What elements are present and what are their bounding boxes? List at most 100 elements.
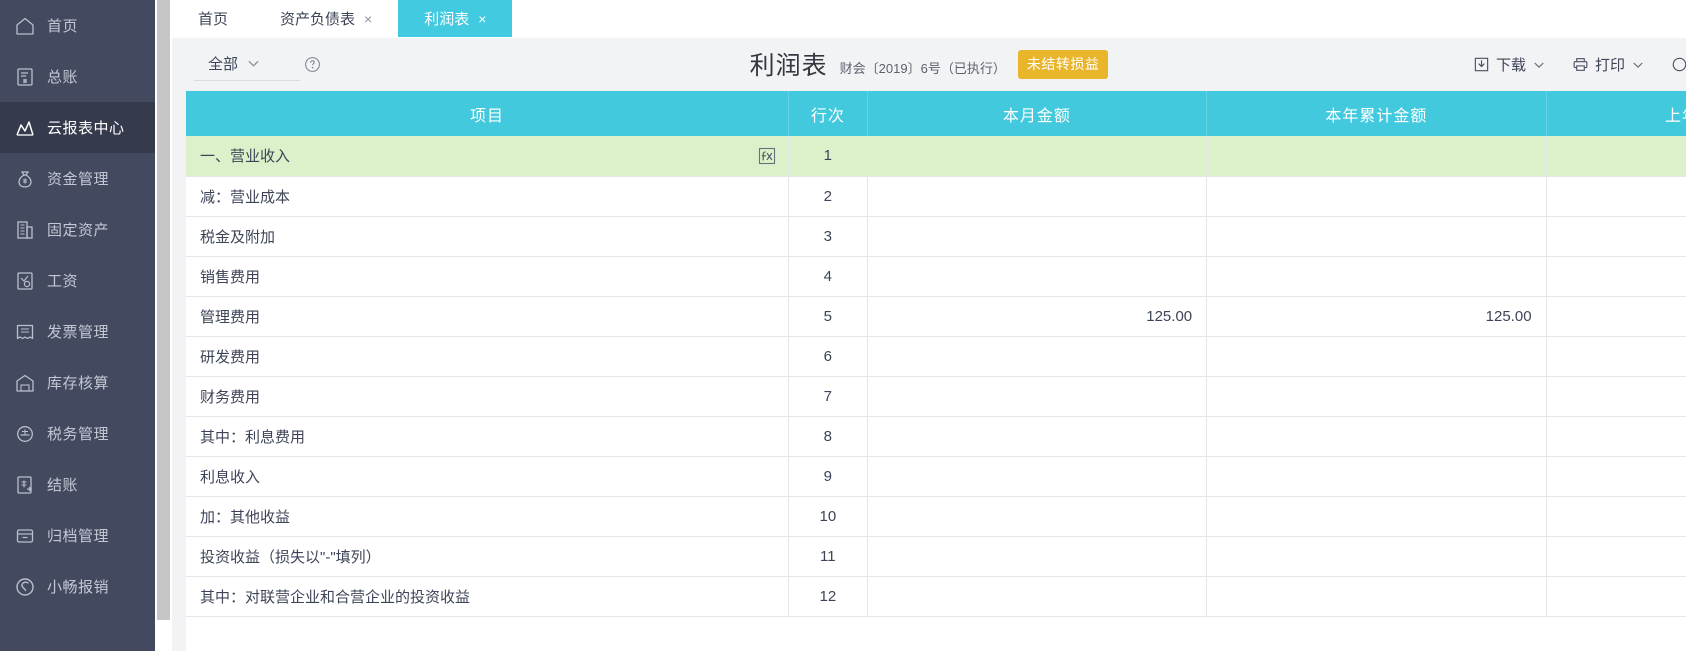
question-circle-icon[interactable] [304,56,321,73]
cell-prev-year-amount[interactable] [1546,216,1686,257]
cell-prev-year-amount[interactable] [1546,536,1686,577]
cell-year-amount[interactable] [1206,336,1547,377]
cell-item[interactable]: 加：其他收益 [186,496,789,537]
sidebar-item-4[interactable]: 固定资产 [0,204,155,255]
report-toolbar: 全部 利润表 财会〔2019〕6号（已 [172,38,1686,91]
tab-0[interactable]: 首页 [172,0,254,37]
cell-month-amount[interactable]: 125.00 [867,296,1208,337]
cell-item[interactable]: 税金及附加 [186,216,789,257]
table-row[interactable]: 研发费用 6 [186,336,1686,377]
cell-prev-year-amount[interactable] [1546,176,1686,217]
sidebar-item-9[interactable]: 结账 [0,459,155,510]
cell-prev-year-amount[interactable] [1546,416,1686,457]
cell-year-amount[interactable]: 125.00 [1206,296,1547,337]
table-row[interactable]: 其中：利息费用 8 [186,416,1686,457]
sidebar-item-label: 工资 [47,273,79,290]
settlement-icon [14,474,36,496]
table-row[interactable]: 管理费用 5 125.00 125.00 [186,296,1686,337]
table-row[interactable]: 财务费用 7 [186,376,1686,417]
formula-icon[interactable] [758,147,776,165]
cell-item[interactable]: 销售费用 [186,256,789,297]
cell-item[interactable]: 研发费用 [186,336,789,377]
status-badge: 未结转损益 [1017,50,1109,79]
print-button[interactable]: 打印 [1572,54,1645,75]
cell-prev-year-amount[interactable] [1546,496,1686,537]
cell-line-number: 4 [788,256,868,297]
cell-item[interactable]: 管理费用 [186,296,789,337]
cell-year-amount[interactable] [1206,216,1547,257]
cell-item[interactable]: 财务费用 [186,376,789,417]
table-row[interactable]: 其中：对联营企业和合营企业的投资收益 12 [186,576,1686,617]
item-label: 税金及附加 [200,228,276,246]
cell-item[interactable]: 利息收入 [186,456,789,497]
sidebar-item-1[interactable]: 总账 [0,51,155,102]
table-row[interactable]: 利息收入 9 [186,456,1686,497]
cell-year-amount[interactable] [1206,536,1547,577]
cell-year-amount[interactable] [1206,576,1547,617]
cell-month-amount[interactable] [867,336,1208,377]
scope-filter-dropdown[interactable]: 全部 [194,49,300,81]
cell-prev-year-amount[interactable] [1546,456,1686,497]
download-button[interactable]: 下载 [1473,54,1546,75]
cell-month-amount[interactable] [867,256,1208,297]
cell-month-amount[interactable] [867,376,1208,417]
cell-item[interactable]: 其中：对联营企业和合营企业的投资收益 [186,576,789,617]
sidebar-item-7[interactable]: 库存核算 [0,357,155,408]
table-row[interactable]: 一、营业收入 1 [186,136,1686,177]
tab-bar: 首页 资产负债表 × 利润表 × [172,0,1686,38]
cell-month-amount[interactable] [867,416,1208,457]
cell-year-amount[interactable] [1206,176,1547,217]
table-row[interactable]: 销售费用 4 [186,256,1686,297]
sidebar-item-8[interactable]: 税务管理 [0,408,155,459]
sidebar-item-3[interactable]: 资金管理 [0,153,155,204]
refresh-button[interactable] [1671,56,1686,73]
cell-prev-year-amount[interactable] [1546,256,1686,297]
sidebar-item-10[interactable]: 归档管理 [0,510,155,561]
cell-month-amount[interactable] [867,496,1208,537]
cell-line-number: 11 [788,536,868,577]
sidebar-item-6[interactable]: 发票管理 [0,306,155,357]
sidebar-item-label: 首页 [47,18,79,35]
cell-year-amount[interactable] [1206,256,1547,297]
cell-prev-year-amount[interactable] [1546,296,1686,337]
cell-year-amount[interactable] [1206,456,1547,497]
cell-year-amount[interactable] [1206,136,1547,177]
close-icon[interactable]: × [364,10,373,27]
sidebar-item-5[interactable]: 工资 [0,255,155,306]
cell-prev-year-amount[interactable] [1546,136,1686,177]
chevron-down-icon [1631,58,1645,72]
cell-item[interactable]: 减：营业成本 [186,176,789,217]
table-row[interactable]: 加：其他收益 10 [186,496,1686,537]
table-row[interactable]: 减：营业成本 2 [186,176,1686,217]
report-table-scroll[interactable]: 项目行次本月金额本年累计金额上年同期累计 一、营业收入1减：营业成本2税金及附加… [186,91,1686,651]
cell-month-amount[interactable] [867,576,1208,617]
invoice-icon [14,321,36,343]
cell-item[interactable]: 其中：利息费用 [186,416,789,457]
cell-month-amount[interactable] [867,136,1208,177]
chevron-down-icon [1532,58,1546,72]
cell-year-amount[interactable] [1206,376,1547,417]
cell-year-amount[interactable] [1206,496,1547,537]
tax-icon [14,423,36,445]
cell-item[interactable]: 一、营业收入 [186,136,789,177]
cell-month-amount[interactable] [867,216,1208,257]
cell-month-amount[interactable] [867,456,1208,497]
sidebar-item-2[interactable]: 云报表中心 [0,102,155,153]
cell-prev-year-amount[interactable] [1546,336,1686,377]
cell-month-amount[interactable] [867,176,1208,217]
cell-year-amount[interactable] [1206,416,1547,457]
column-header-0: 项目 [186,91,789,136]
reimburse-icon [14,576,36,598]
table-row[interactable]: 投资收益（损失以"-"填列） 11 [186,536,1686,577]
tab-2[interactable]: 利润表 × [398,0,513,37]
cell-prev-year-amount[interactable] [1546,576,1686,617]
cell-item[interactable]: 投资收益（损失以"-"填列） [186,536,789,577]
tab-1[interactable]: 资产负债表 × [254,0,398,37]
vertical-scrollbar-thumb[interactable] [157,0,170,620]
sidebar-item-11[interactable]: 小畅报销 [0,561,155,612]
cell-prev-year-amount[interactable] [1546,376,1686,417]
sidebar-item-0[interactable]: 首页 [0,0,155,51]
close-icon[interactable]: × [478,10,487,27]
table-row[interactable]: 税金及附加 3 [186,216,1686,257]
cell-month-amount[interactable] [867,536,1208,577]
